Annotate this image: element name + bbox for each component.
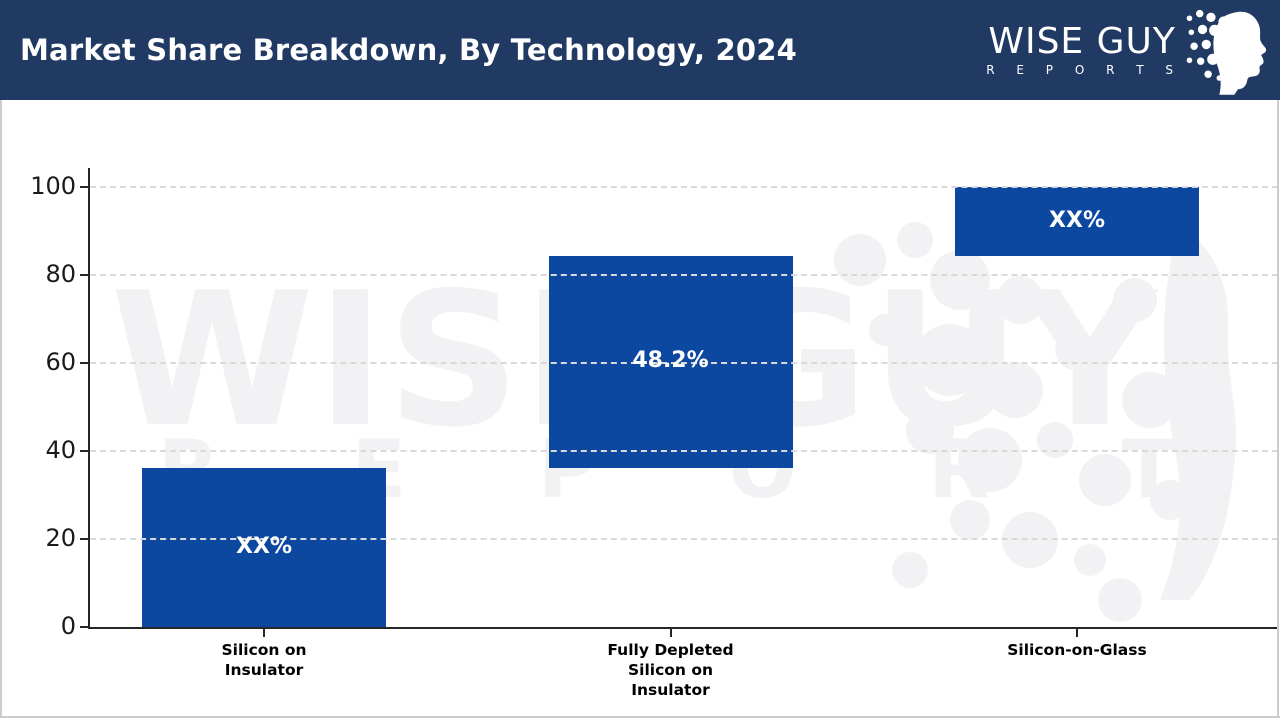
logo-face-icon xyxy=(1186,9,1266,95)
figure-border-left xyxy=(0,100,2,718)
x-tick-label-line: Insulator xyxy=(631,681,710,699)
y-tick-label: 0 xyxy=(60,612,76,640)
header-band: Market Share Breakdown, By Technology, 2… xyxy=(0,0,1280,100)
gridline xyxy=(90,274,1278,276)
watermark-dots-face xyxy=(834,222,1237,622)
x-tick-mark xyxy=(1076,629,1078,637)
y-axis xyxy=(88,168,90,629)
gridline xyxy=(90,450,1278,452)
gridline xyxy=(90,538,1278,540)
bar-segment xyxy=(955,187,1199,257)
x-axis xyxy=(88,627,1278,629)
bar-value-label: 48.2% xyxy=(632,348,709,374)
x-tick-label-line: Silicon-on-Glass xyxy=(1007,641,1147,659)
y-tick-label: 80 xyxy=(45,260,76,288)
y-tick-mark xyxy=(80,186,88,188)
x-tick-label-line: Silicon on xyxy=(627,661,714,679)
x-tick-label: Silicon-on-Glass xyxy=(917,640,1237,660)
figure-border-bottom xyxy=(0,716,1280,718)
bar-value-label: XX% xyxy=(236,533,292,559)
logo-wordmark: WISE GUY xyxy=(988,21,1176,62)
y-tick-label: 20 xyxy=(45,524,76,552)
logo-text: WISE GUY R E P O R T S xyxy=(982,21,1182,78)
x-tick-label-line: Insulator xyxy=(224,661,304,679)
y-tick-mark xyxy=(80,450,88,452)
gridline xyxy=(90,362,1278,364)
y-tick-mark xyxy=(80,538,88,540)
x-tick-label-line: Fully Depleted xyxy=(607,641,734,659)
x-tick-label: Fully Depleted Silicon on Insulator xyxy=(511,640,831,700)
y-tick-label: 60 xyxy=(45,348,76,376)
page-title: Market Share Breakdown, By Technology, 2… xyxy=(20,33,798,67)
bar-segment xyxy=(142,468,386,627)
x-tick-label: Silicon on Insulator xyxy=(104,640,424,680)
y-tick-mark xyxy=(80,274,88,276)
y-tick-mark xyxy=(80,362,88,364)
x-tick-label-line: Silicon on xyxy=(221,641,307,659)
bar-value-label: XX% xyxy=(1049,207,1105,233)
x-tick-mark xyxy=(263,629,265,637)
figure-border-right xyxy=(1277,100,1279,718)
logo-subtitle: R E P O R T S xyxy=(986,63,1182,77)
y-tick-mark xyxy=(80,626,88,628)
y-tick-label: 100 xyxy=(30,172,76,200)
wise-guy-logo: WISE GUY R E P O R T S xyxy=(982,5,1266,95)
y-tick-label: 40 xyxy=(45,436,76,464)
gridline xyxy=(90,186,1278,188)
x-tick-mark xyxy=(669,629,672,637)
